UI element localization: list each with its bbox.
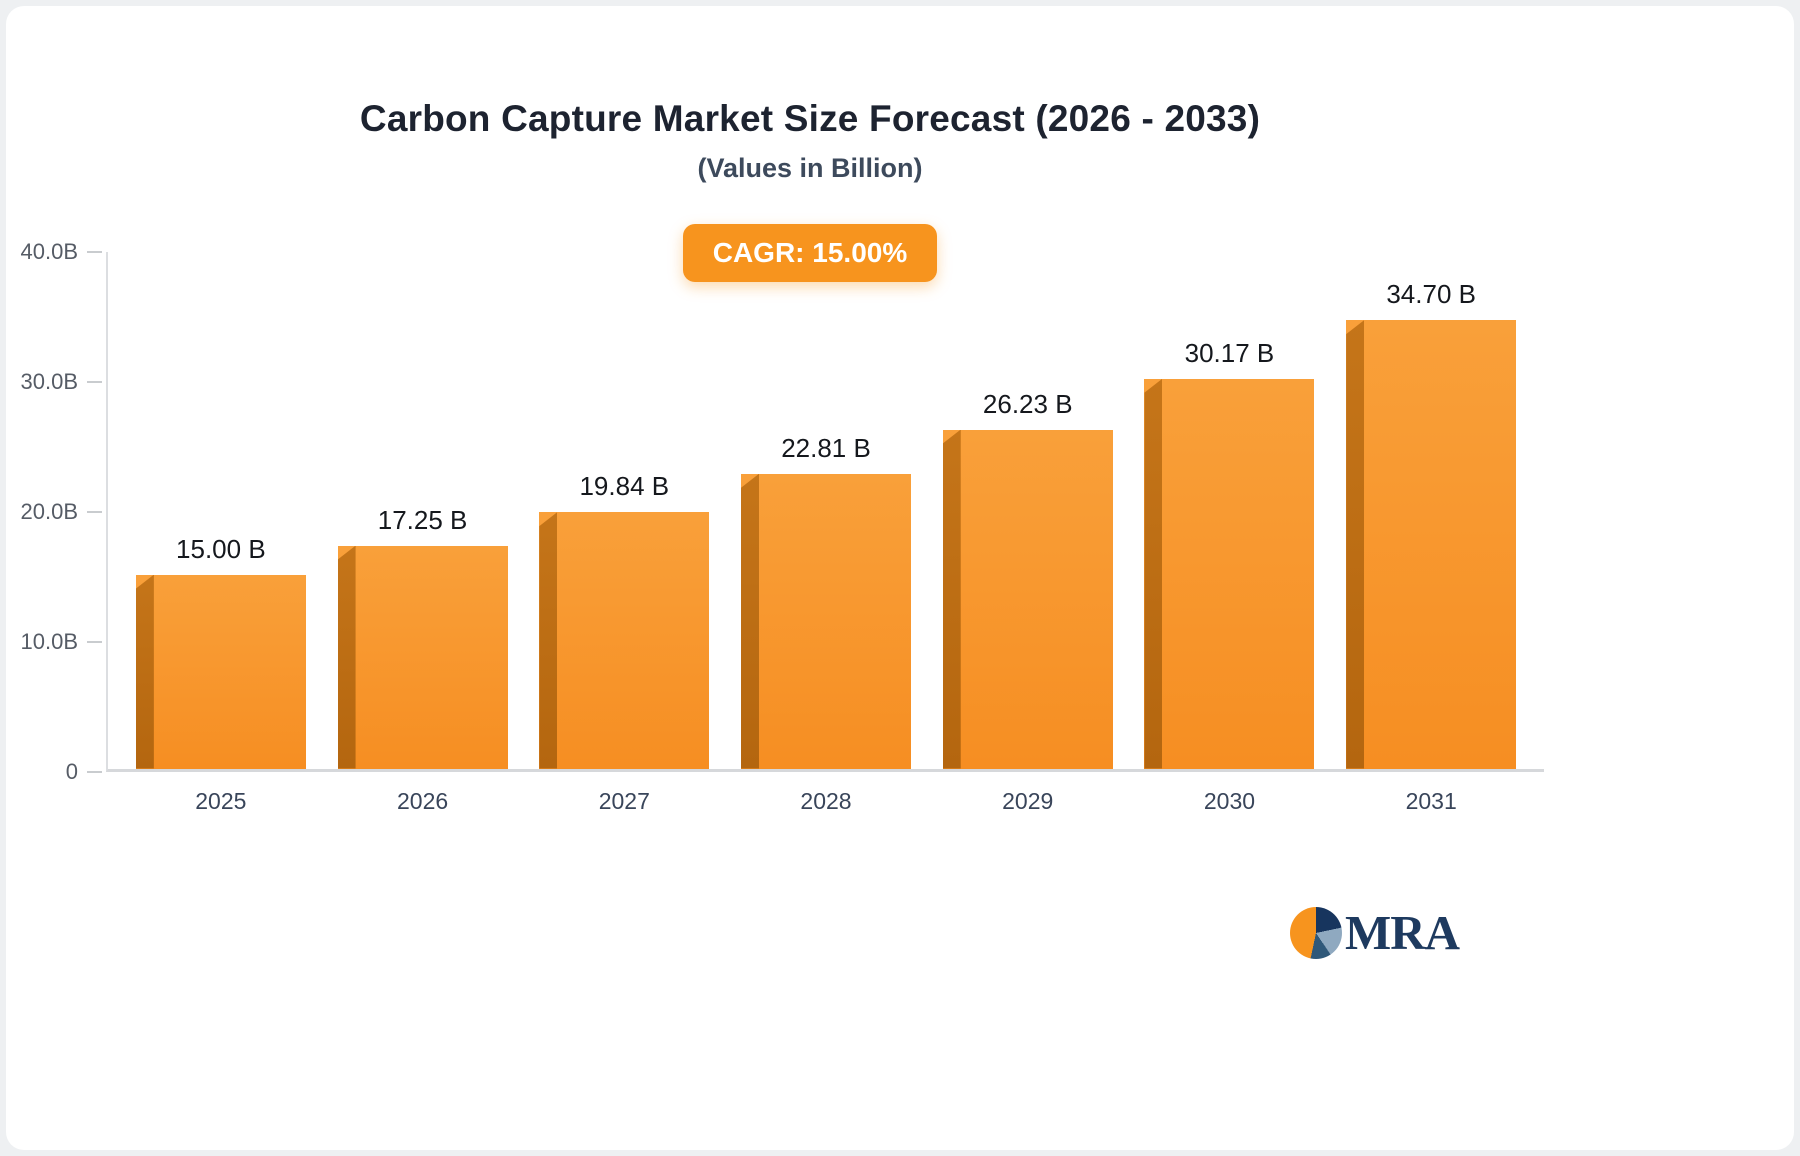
cagr-badge-container: CAGR: 15.00% [6,223,1614,282]
bar-2025 [135,574,306,769]
bar-group-2027: 19.84 B [523,252,725,769]
bar-2028 [741,473,912,769]
bar-group-2028: 22.81 B [725,252,927,769]
bar-2031 [1346,320,1517,769]
bar-group-2026: 17.25 B [322,252,524,769]
x-axis-label-2030: 2030 [1203,787,1256,814]
bar-value-label-2031: 34.70 B [1386,279,1476,310]
y-axis-tick-40.0B: 40.0B [20,238,102,265]
bar-value-label-2029: 26.23 B [982,388,1073,419]
bar-2030 [1144,378,1315,769]
y-axis: 0 10.0B 20.0B 30.0B 40.0B [6,239,106,784]
x-axis-label-2029: 2029 [1002,787,1054,814]
bar-group-2031: 34.70 B [1330,252,1532,769]
cagr-badge: CAGR: 15.00% [682,223,938,282]
x-axis-label-2025: 2025 [195,787,247,814]
bar-2029 [942,429,1113,769]
chart-card: Carbon Capture Market Size Forecast (202… [6,6,1794,1150]
y-tick-mark [87,510,102,513]
y-axis-tick-20.0B: 20.0B [20,498,102,525]
bar-2026 [337,545,508,769]
chart-subtitle: (Values in Billion) [697,152,923,183]
y-tick-mark [87,770,102,773]
y-axis-tick-10.0B: 10.0B [20,628,102,655]
y-tick-mark [87,640,102,643]
bar-value-label-2028: 22.81 B [781,432,871,463]
y-tick-mark [87,250,102,253]
bar-2027 [539,512,710,769]
mra-logo: MRA [1289,904,1460,961]
y-axis-tick-0: 0 [66,759,102,785]
y-tick-mark [87,380,102,383]
x-axis-label-2027: 2027 [598,787,650,814]
bar-value-label-2026: 17.25 B [377,504,468,535]
bar-chart: 0 10.0B 20.0B 30.0B 40.0B 15.00 B 17.25 B 19.8… [6,239,1544,815]
y-tick-label: 20.0B [20,498,79,524]
mra-logo-text: MRA [1344,905,1460,960]
y-axis-tick-30.0B: 30.0B [20,368,102,395]
chart-row: 0 10.0B 20.0B 30.0B 40.0B 15.00 B 17.25 B 19.8… [6,239,1544,784]
y-tick-label: 0 [65,758,78,784]
bar-value-label-2030: 30.17 B [1184,337,1275,368]
y-tick-label: 30.0B [20,368,79,394]
bar-value-label-2025: 15.00 B [176,533,266,564]
bar-value-label-2027: 19.84 B [579,471,670,502]
chart-title: Carbon Capture Market Size Forecast (202… [359,98,1261,139]
y-tick-label: 40.0B [20,238,79,264]
x-axis-label-2028: 2028 [800,787,852,814]
x-axis: 2025 2026 2027 2028 2029 2030 2031 [108,772,1544,815]
bar-group-2029: 26.23 B [927,252,1129,769]
pie-chart-logo-icon [1289,906,1342,959]
y-tick-label: 10.0B [20,628,79,654]
plot-area: 15.00 B 17.25 B 19.84 B 22.81 B 26.23 B 30.17… [106,251,1544,772]
bar-group-2030: 30.17 B [1129,252,1331,769]
bar-group-2025: 15.00 B [120,252,322,769]
x-axis-label-2026: 2026 [396,787,449,814]
x-axis-label-2031: 2031 [1405,787,1457,814]
